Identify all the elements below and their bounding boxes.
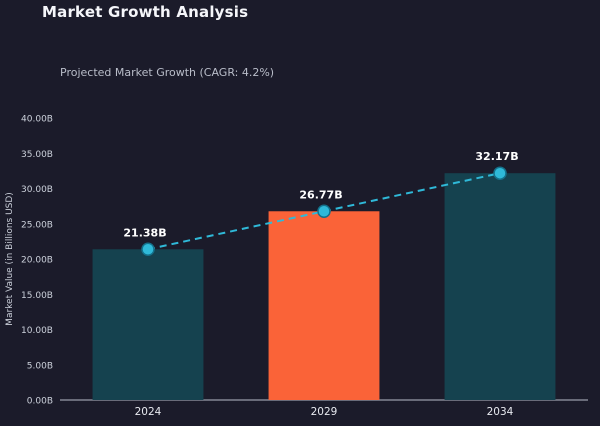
y-tick-label: 30.00B: [21, 185, 53, 195]
trend-point-2029: [317, 204, 331, 219]
y-tick-label: 20.00B: [21, 256, 53, 266]
y-axis-title: Market Value (in Billions USD): [5, 192, 15, 326]
trend-point-2034: [493, 166, 507, 180]
y-tick-label: 5.00B: [27, 361, 53, 371]
bar-2029: [268, 211, 380, 400]
chart-subtitle: Projected Market Growth (CAGR: 4.2%): [60, 66, 275, 79]
y-tick-label: 25.00B: [21, 220, 53, 230]
bar-value-label: 32.17B: [475, 150, 518, 163]
y-tick-label: 0.00B: [27, 397, 53, 407]
trend-point-2024: [141, 242, 155, 257]
bar-value-label: 21.38B: [123, 226, 166, 239]
y-tick-label: 35.00B: [21, 150, 53, 160]
bar-2034: [444, 173, 556, 400]
x-tick-label: 2024: [135, 406, 162, 418]
x-tick-label: 2029: [311, 406, 338, 418]
y-tick-label: 15.00B: [21, 291, 53, 301]
page-title: Market Growth Analysis: [42, 3, 249, 21]
y-tick-label: 40.00B: [21, 115, 53, 125]
y-tick-label: 10.00B: [21, 326, 53, 336]
bar-value-label: 26.77B: [299, 188, 342, 201]
x-tick-label: 2034: [487, 406, 514, 418]
bar-2024: [92, 249, 204, 400]
